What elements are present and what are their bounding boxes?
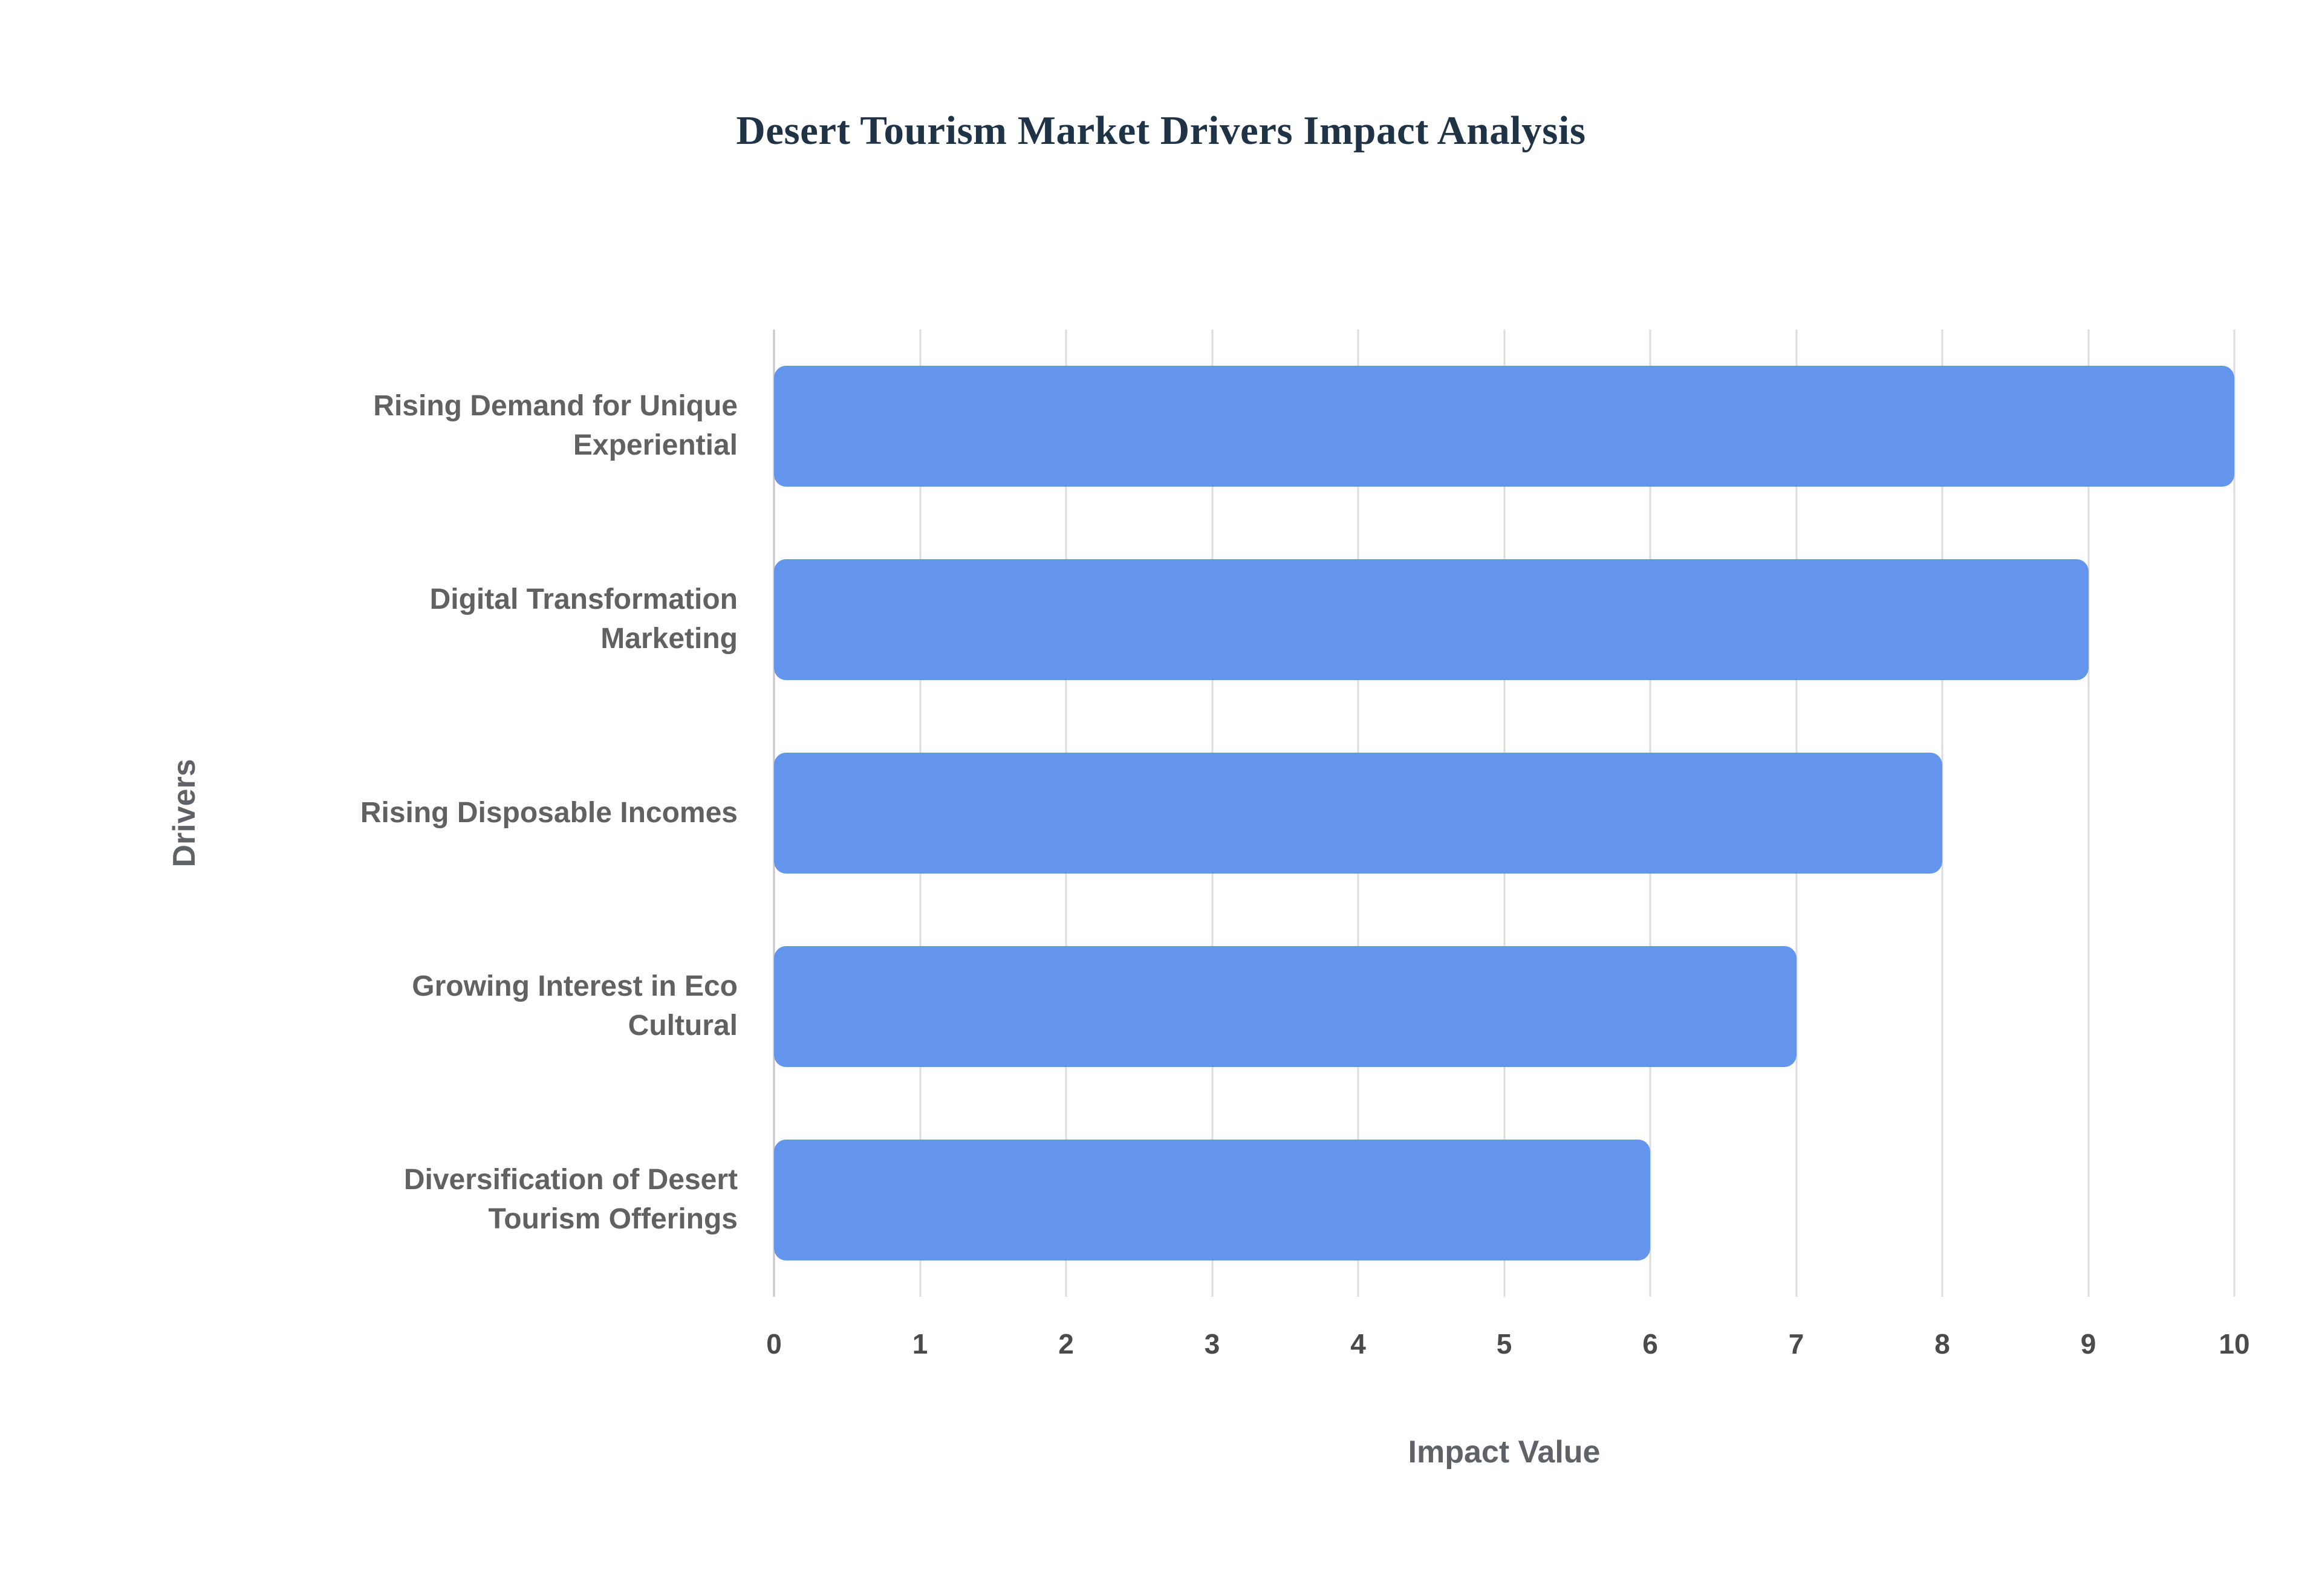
x-tick-label: 5 bbox=[1496, 1328, 1512, 1360]
gridline bbox=[2233, 329, 2236, 1297]
category-label: Digital Transformation Marketing bbox=[0, 523, 774, 716]
x-tick-label: 9 bbox=[2080, 1328, 2096, 1360]
category-label: Rising Disposable Incomes bbox=[0, 716, 774, 910]
category-label-line: Rising Disposable Incomes bbox=[360, 796, 738, 829]
x-tick-label: 2 bbox=[1058, 1328, 1074, 1360]
plot-area bbox=[773, 329, 2236, 1297]
chart-title: Desert Tourism Market Drivers Impact Ana… bbox=[736, 108, 1586, 153]
category-label: Growing Interest in Eco Cultural bbox=[0, 910, 774, 1103]
category-label-line: Marketing bbox=[600, 623, 738, 655]
x-tick-label: 8 bbox=[1934, 1328, 1950, 1360]
category-label-line: Tourism Offerings bbox=[488, 1203, 738, 1235]
category-label: Rising Demand for Unique Experiential bbox=[0, 329, 774, 523]
x-tick-label: 3 bbox=[1204, 1328, 1220, 1360]
category-label-line: Rising Demand for Unique bbox=[373, 390, 738, 423]
category-label-line: Digital Transformation bbox=[429, 583, 738, 616]
gridline bbox=[1941, 329, 1943, 1297]
bar-row bbox=[774, 716, 2234, 910]
bar-row bbox=[774, 523, 2234, 716]
bar-4 bbox=[774, 1140, 1650, 1260]
category-label-line: Diversification of Desert bbox=[403, 1164, 738, 1196]
x-tick-label: 6 bbox=[1642, 1328, 1658, 1360]
category-label-line: Growing Interest in Eco bbox=[412, 970, 738, 1003]
bar-1 bbox=[774, 559, 2089, 680]
category-axis-labels: Rising Demand for Unique Experiential Digi… bbox=[0, 329, 774, 1297]
bar-row bbox=[774, 910, 2234, 1103]
x-tick-label: 10 bbox=[2219, 1328, 2250, 1360]
bar-row bbox=[774, 329, 2234, 523]
x-tick-label: 4 bbox=[1350, 1328, 1366, 1360]
x-tick-label: 7 bbox=[1788, 1328, 1804, 1360]
category-label: Diversification of Desert Tourism Offerin… bbox=[0, 1103, 774, 1297]
bar-2 bbox=[774, 753, 1942, 874]
bar-row bbox=[774, 1103, 2234, 1297]
bar-0 bbox=[774, 366, 2234, 487]
x-tick-label: 1 bbox=[912, 1328, 928, 1360]
category-label-line: Cultural bbox=[628, 1010, 738, 1042]
gridline bbox=[2087, 329, 2089, 1297]
bar-3 bbox=[774, 946, 1797, 1067]
x-axis-title: Impact Value bbox=[1408, 1435, 1601, 1470]
bars-layer bbox=[774, 329, 2234, 1297]
x-tick-label: 0 bbox=[766, 1328, 782, 1360]
category-label-line: Experiential bbox=[573, 429, 738, 461]
x-axis-ticks: 0 1 2 3 4 5 6 7 8 9 10 bbox=[766, 1328, 2249, 1370]
